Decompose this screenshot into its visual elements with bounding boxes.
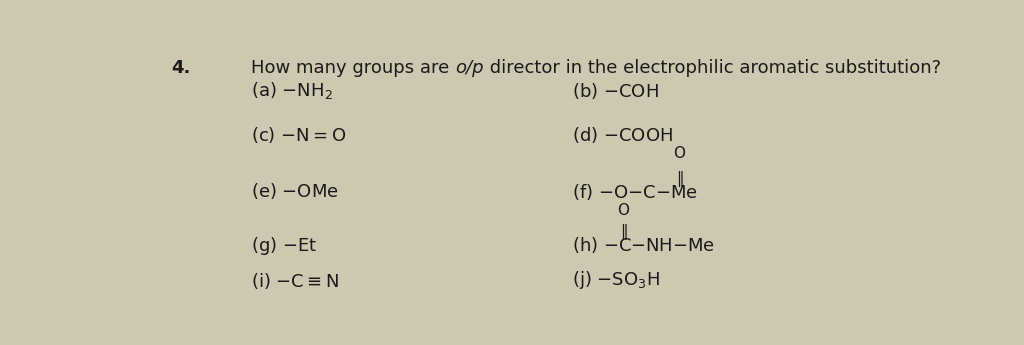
Text: (g) $-\mathrm{Et}$: (g) $-\mathrm{Et}$ bbox=[251, 235, 317, 257]
Text: (e) $-\mathrm{OMe}$: (e) $-\mathrm{OMe}$ bbox=[251, 181, 339, 201]
Text: o/p: o/p bbox=[455, 59, 483, 77]
Text: director in the electrophilic aromatic substitution?: director in the electrophilic aromatic s… bbox=[483, 59, 941, 77]
Text: $\Vert$: $\Vert$ bbox=[621, 222, 628, 242]
Text: $\Vert$: $\Vert$ bbox=[676, 169, 683, 189]
Text: (j) $-\mathrm{SO_3H}$: (j) $-\mathrm{SO_3H}$ bbox=[572, 269, 660, 291]
Text: $\mathrm{O}$: $\mathrm{O}$ bbox=[617, 202, 631, 218]
Text: (d) $-\mathrm{COOH}$: (d) $-\mathrm{COOH}$ bbox=[572, 125, 674, 145]
Text: (b) $-\mathrm{COH}$: (b) $-\mathrm{COH}$ bbox=[572, 81, 659, 101]
Text: $\mathrm{O}$: $\mathrm{O}$ bbox=[673, 145, 686, 161]
Text: (c) $-\mathrm{N{=}O}$: (c) $-\mathrm{N{=}O}$ bbox=[251, 125, 346, 145]
Text: (h) $-\mathrm{C{-}NH{-}Me}$: (h) $-\mathrm{C{-}NH{-}Me}$ bbox=[572, 235, 716, 255]
Text: (a) $-\mathrm{NH_2}$: (a) $-\mathrm{NH_2}$ bbox=[251, 80, 333, 101]
Text: 4.: 4. bbox=[172, 59, 191, 77]
Text: (f) $-\mathrm{O{-}C{-}Me}$: (f) $-\mathrm{O{-}C{-}Me}$ bbox=[572, 182, 698, 202]
Text: (i) $-\mathrm{C{\equiv}N}$: (i) $-\mathrm{C{\equiv}N}$ bbox=[251, 271, 339, 291]
Text: How many groups are: How many groups are bbox=[251, 59, 455, 77]
